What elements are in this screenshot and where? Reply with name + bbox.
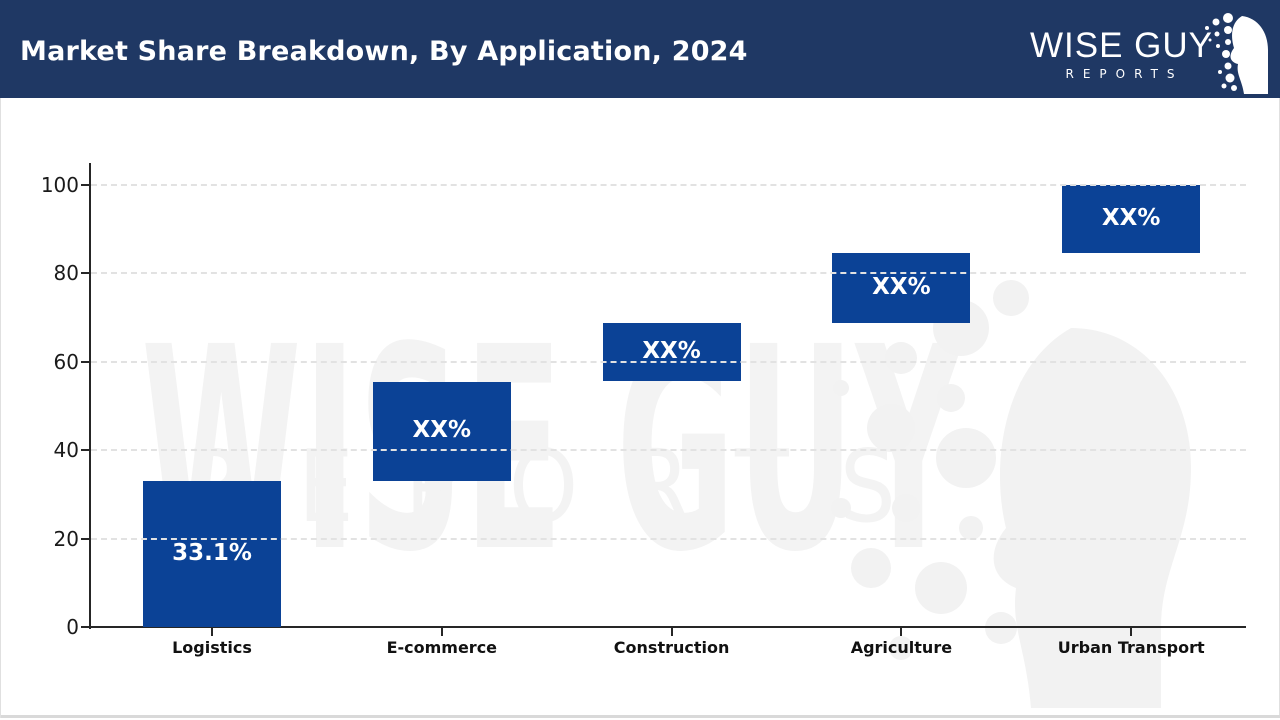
- page-title: Market Share Breakdown, By Application, …: [20, 36, 748, 67]
- x-category-label: E-commerce: [386, 638, 498, 657]
- bar-urban-transport: [1062, 185, 1201, 254]
- x-tick-mark: [900, 628, 903, 636]
- x-tick-mark: [1130, 628, 1133, 636]
- bar-value-label: XX%: [642, 338, 701, 365]
- y-axis-line: [89, 163, 91, 629]
- y-tick-mark-60: [81, 360, 90, 363]
- y-tick-mark-80: [81, 272, 90, 275]
- bottom-border-line: [1, 715, 1280, 718]
- gridline-100: [91, 184, 1246, 186]
- gridline-20: [91, 537, 1246, 540]
- bar-e-commerce: [372, 382, 511, 481]
- bar-value-label: 33.1%: [172, 539, 252, 566]
- chart-canvas: WISE GUY REPORTS 0 20 40 60 80 100 33.1% Logist…: [0, 98, 1280, 718]
- bar-value-label: XX%: [872, 273, 931, 300]
- gridline-80: [91, 272, 1246, 275]
- y-tick-mark-0: [81, 626, 90, 628]
- y-tick-label-0: 0: [66, 615, 79, 639]
- gridline-60: [91, 360, 1246, 363]
- logo-text: WISE GUY REPORTS: [1030, 26, 1213, 81]
- y-tick-label-80: 80: [53, 261, 79, 286]
- header-bar: Market Share Breakdown, By Application, …: [0, 0, 1280, 98]
- y-tick-mark-100: [81, 184, 90, 186]
- gridline-40: [91, 449, 1246, 452]
- y-tick-mark-40: [81, 449, 90, 452]
- background-watermark-subtitle: REPORTS: [186, 428, 947, 545]
- x-category-label: Logistics: [172, 638, 252, 657]
- y-tick-label-20: 20: [53, 526, 79, 551]
- x-tick-mark: [670, 628, 673, 636]
- x-category-label: Agriculture: [850, 638, 953, 657]
- wise-guy-reports-logo: WISE GUY REPORTS: [1002, 8, 1268, 94]
- bar-logistics: [143, 480, 281, 627]
- bar-construction: [602, 322, 741, 382]
- y-tick-mark-20: [81, 537, 90, 540]
- x-category-label: Urban Transport: [1057, 638, 1205, 657]
- y-tick-label-60: 60: [53, 349, 79, 374]
- x-category-label: Construction: [613, 638, 730, 657]
- background-watermark-head-icon: [831, 280, 1191, 708]
- dotted-head-icon: [1205, 13, 1268, 94]
- x-axis-line: [89, 626, 1246, 628]
- plot-area: 0 20 40 60 80 100 33.1% Logistics XX% E-commerce X…: [41, 160, 1246, 657]
- bar-value-label: XX%: [1101, 205, 1161, 232]
- x-tick-mark: [211, 628, 213, 636]
- bar-agriculture: [832, 253, 971, 323]
- y-tick-label-40: 40: [53, 438, 79, 463]
- x-tick-mark: [440, 628, 443, 636]
- logo-subtitle: REPORTS: [1065, 67, 1184, 81]
- y-tick-label-100: 100: [40, 173, 79, 197]
- bar-value-label: XX%: [412, 417, 472, 444]
- logo-wordmark: WISE GUY: [1030, 26, 1214, 65]
